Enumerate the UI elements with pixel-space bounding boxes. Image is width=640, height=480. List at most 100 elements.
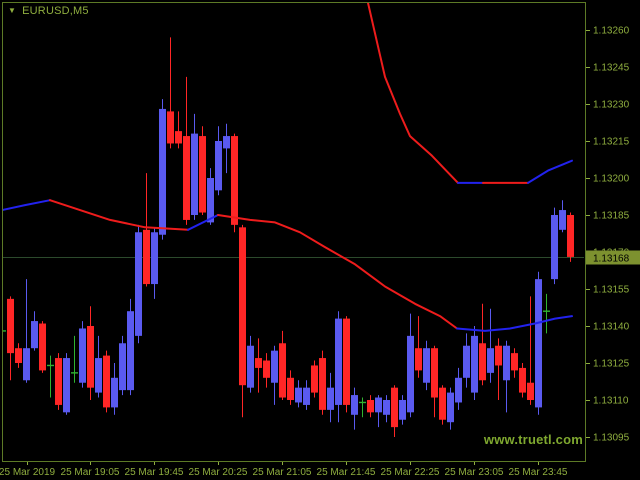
price-tick-label: 1.13125 [593,358,630,369]
candle-body [431,348,438,398]
baseline-trend-segment-down [49,199,189,231]
symbol-timeframe-label: ▼ EURUSD,M5 [8,5,89,17]
candle-body [519,367,526,393]
candle [327,372,334,423]
candle [439,385,446,425]
candle-body [511,353,518,371]
candle [519,362,526,398]
candle-body [135,232,142,336]
time-tick-label: 25 Mar 21:45 [317,467,376,478]
candle-body [271,350,278,383]
candle-body [439,387,446,420]
candle [103,350,110,413]
candle-body [215,140,222,191]
baseline-trend-segment-up [187,214,219,231]
candle [295,380,302,408]
candle [471,325,478,400]
candle-body [351,395,358,415]
candle-body [447,392,454,423]
candle [423,340,430,391]
candle-body [15,348,22,363]
candle-body [375,397,382,413]
price-tick-label: 1.13230 [593,99,630,110]
baseline-trend-segment-down [217,214,458,330]
candle-body [239,227,246,386]
time-tick-label: 25 Mar 23:45 [509,467,568,478]
candle [335,311,342,423]
candle [431,345,438,418]
price-tick-label: 1.13200 [593,173,630,184]
candle-body [319,358,326,410]
candle [559,200,566,233]
candle [495,338,502,400]
candle [487,308,494,383]
candle [535,271,542,415]
plot-area[interactable] [0,3,585,437]
candle [39,321,46,373]
candle-body [423,348,430,383]
candle [207,168,214,225]
current-price-badge: 1.13168 [586,250,640,265]
time-tick-label: 25 Mar 19:45 [125,467,184,478]
candle-body [55,358,62,405]
candle [463,333,470,388]
time-tick-label: 25 Mar 23:05 [445,467,504,478]
candle [143,173,150,287]
symbol-dropdown-icon[interactable]: ▼ [8,6,17,15]
candle-body [327,387,334,410]
price-axis[interactable]: 1.13260 1.13245 1.13230 1.13215 1.13200 1.131… [586,26,640,444]
price-tick-label: 1.13245 [593,62,630,73]
candle-body [415,348,422,371]
candle-body [231,136,238,225]
candle [239,224,246,418]
candle [231,133,238,233]
upper-trend [367,3,573,184]
candle [95,335,102,398]
candle-body [295,387,302,403]
candles-layer [3,37,574,437]
candle-body [303,387,310,405]
candle [223,123,230,174]
candle [87,306,94,400]
candle-body [287,377,294,400]
candle [351,387,358,430]
candle [415,316,422,378]
candle-body [279,343,286,398]
candle [15,343,22,368]
time-axis[interactable]: 25 Mar 2019 25 Mar 19:05 25 Mar 19:45 25 Ma… [0,462,568,478]
candle [263,353,270,388]
candle-body [31,321,38,349]
candle-body [199,136,206,213]
candle-body [399,399,406,420]
candle-body [23,348,30,381]
baseline-trend [3,199,573,332]
candle [119,335,126,396]
candle-body [463,345,470,378]
candle [319,350,326,415]
candle-body [551,214,558,280]
candle [215,126,222,196]
candle-body [495,345,502,366]
candle-body [311,365,318,393]
candle-body [247,345,254,388]
candle [71,335,78,383]
time-tick-label: 25 Mar 22:25 [381,467,440,478]
candle-body [207,177,214,223]
candle-body [263,360,270,378]
candle [175,111,182,149]
candle-body [103,355,110,408]
candle [7,296,14,381]
candle [311,360,318,398]
candle [159,99,166,240]
candle [543,293,550,334]
candle-body [391,387,398,428]
candle-body [527,382,534,400]
candle-body [223,136,230,149]
candle [255,338,262,393]
candle-body [535,279,542,408]
candle [551,207,558,285]
baseline-trend-segment-up [456,315,573,332]
current-price-badge-text: 1.13168 [593,254,630,265]
candle-body [151,232,158,285]
